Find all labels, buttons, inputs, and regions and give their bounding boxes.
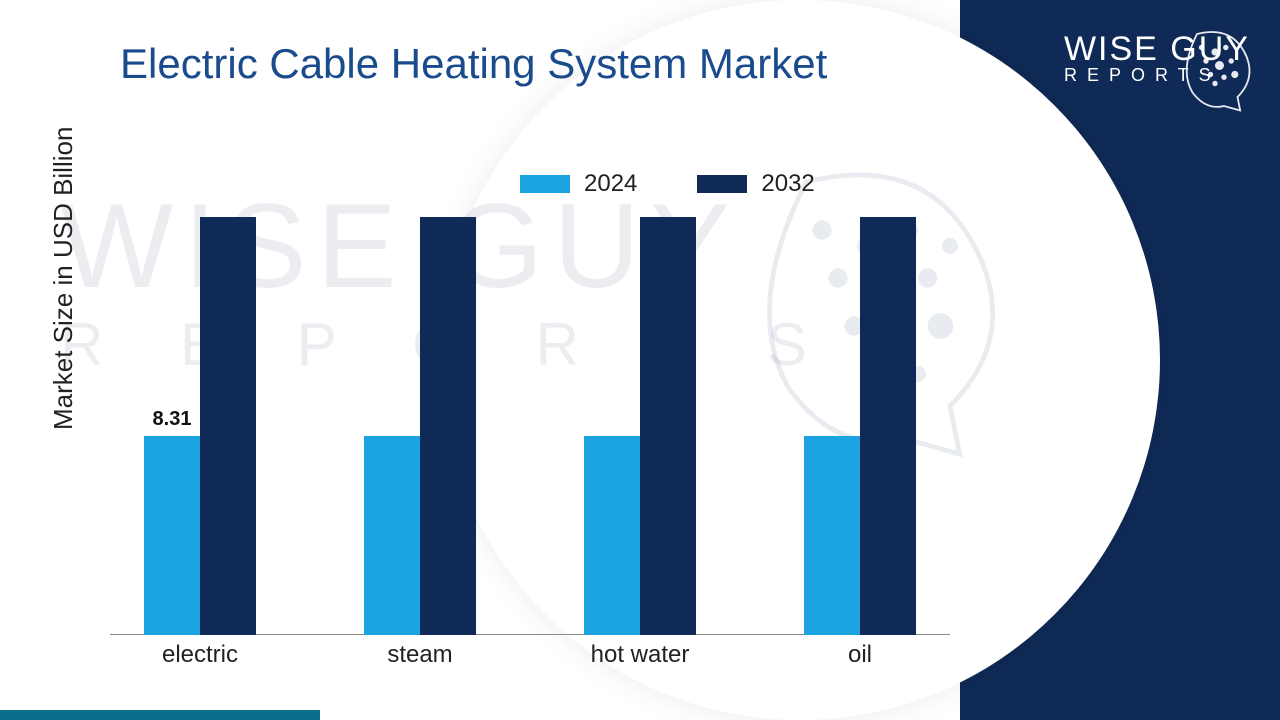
- legend-swatch-2024: [520, 175, 570, 193]
- chart-title: Electric Cable Heating System Market: [120, 40, 827, 88]
- legend-label-2024: 2024: [584, 170, 637, 198]
- bar: [804, 436, 860, 635]
- bar: [860, 217, 916, 635]
- category-label: oil: [760, 641, 960, 669]
- logo-head-icon: [1170, 25, 1260, 115]
- category-label: steam: [320, 641, 520, 669]
- brand-logo: WISE GUY REPORTS: [1064, 30, 1250, 86]
- bar-value-label: 8.31: [144, 408, 200, 431]
- bar: [364, 436, 420, 635]
- legend-label-2032: 2032: [761, 170, 814, 198]
- bar: 8.31: [144, 436, 200, 635]
- bar: [640, 217, 696, 635]
- bar: [200, 217, 256, 635]
- bar: [584, 436, 640, 635]
- category-label: hot water: [540, 641, 740, 669]
- legend-item-2024: 2024: [520, 170, 637, 198]
- category-label: electric: [100, 641, 300, 669]
- legend-item-2032: 2032: [697, 170, 814, 198]
- y-axis-label: Market Size in USD Billion: [48, 127, 79, 430]
- plot-area: 8.31electricsteamhot wateroil: [110, 205, 950, 635]
- legend-swatch-2032: [697, 175, 747, 193]
- bar: [420, 217, 476, 635]
- footer-accent-bar: [0, 710, 320, 720]
- legend: 2024 2032: [520, 170, 815, 198]
